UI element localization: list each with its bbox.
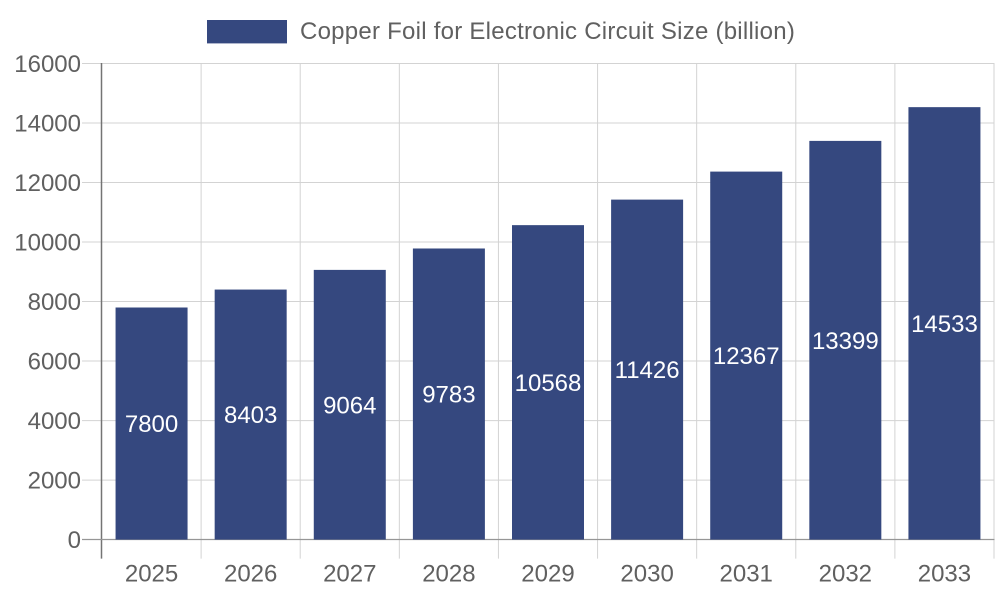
svg-text:11426: 11426 xyxy=(615,357,680,384)
svg-text:14533: 14533 xyxy=(911,311,978,338)
svg-text:8403: 8403 xyxy=(224,402,277,429)
svg-text:2029: 2029 xyxy=(521,560,574,587)
svg-text:2028: 2028 xyxy=(422,560,475,587)
svg-text:0: 0 xyxy=(68,527,81,554)
svg-text:6000: 6000 xyxy=(28,349,81,376)
svg-text:12000: 12000 xyxy=(14,170,81,197)
svg-text:2026: 2026 xyxy=(224,560,277,587)
svg-text:2000: 2000 xyxy=(28,468,81,495)
svg-text:13399: 13399 xyxy=(812,328,879,355)
svg-text:14000: 14000 xyxy=(14,111,81,138)
svg-text:4000: 4000 xyxy=(28,408,81,435)
svg-text:2030: 2030 xyxy=(620,560,673,587)
svg-text:2031: 2031 xyxy=(720,560,773,587)
svg-text:9783: 9783 xyxy=(422,382,475,409)
svg-text:2025: 2025 xyxy=(125,560,178,587)
svg-text:16000: 16000 xyxy=(14,51,81,78)
svg-text:7800: 7800 xyxy=(125,411,178,438)
svg-text:12367: 12367 xyxy=(713,343,780,370)
svg-text:2033: 2033 xyxy=(918,560,971,587)
svg-text:8000: 8000 xyxy=(28,289,81,316)
svg-text:9064: 9064 xyxy=(323,392,376,419)
svg-text:10568: 10568 xyxy=(515,370,582,397)
svg-text:2032: 2032 xyxy=(819,560,872,587)
svg-text:2027: 2027 xyxy=(323,560,376,587)
svg-text:Copper Foil for Electronic Cir: Copper Foil for Electronic Circuit Size … xyxy=(300,18,795,45)
svg-text:10000: 10000 xyxy=(14,230,81,257)
